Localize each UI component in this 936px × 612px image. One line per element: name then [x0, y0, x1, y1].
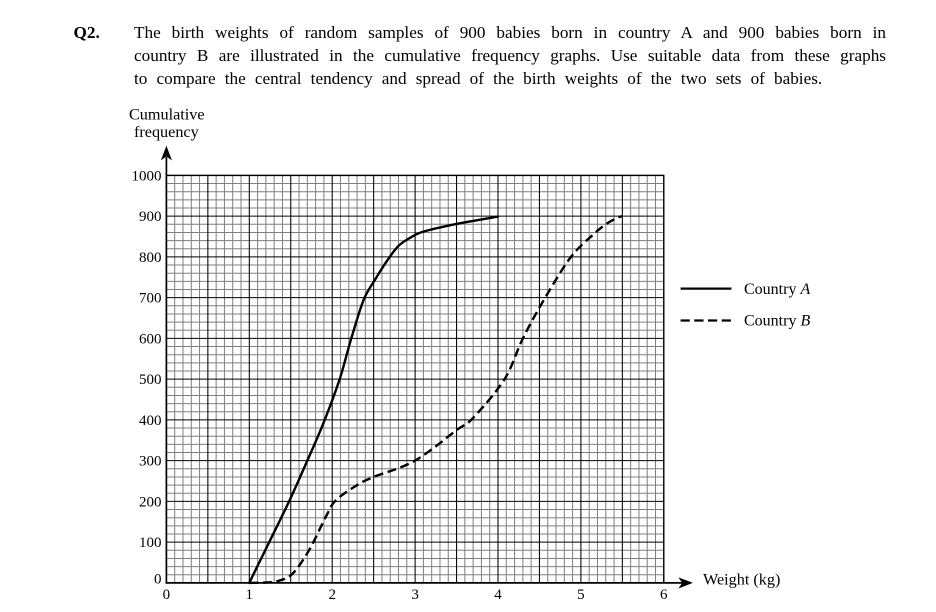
svg-text:900: 900 — [139, 209, 162, 225]
svg-text:3: 3 — [411, 587, 419, 603]
svg-text:1: 1 — [246, 587, 254, 603]
svg-text:500: 500 — [139, 372, 162, 388]
svg-text:0: 0 — [163, 587, 171, 603]
svg-text:Country B: Country B — [744, 313, 810, 330]
svg-text:5: 5 — [577, 587, 585, 603]
svg-text:Country A: Country A — [744, 281, 810, 298]
svg-text:2: 2 — [328, 587, 336, 603]
svg-text:Cumulative: Cumulative — [129, 106, 205, 124]
svg-text:600: 600 — [139, 331, 162, 347]
svg-text:300: 300 — [139, 454, 162, 470]
svg-text:1000: 1000 — [132, 168, 162, 184]
svg-text:Weight (kg): Weight (kg) — [703, 570, 780, 588]
svg-text:frequency: frequency — [134, 123, 200, 141]
svg-text:6: 6 — [660, 587, 668, 603]
svg-text:4: 4 — [494, 587, 502, 603]
svg-text:200: 200 — [139, 494, 162, 510]
svg-text:0: 0 — [154, 572, 162, 588]
svg-text:700: 700 — [139, 291, 162, 307]
svg-text:800: 800 — [139, 250, 162, 266]
svg-text:100: 100 — [139, 535, 162, 551]
svg-text:400: 400 — [139, 413, 162, 429]
